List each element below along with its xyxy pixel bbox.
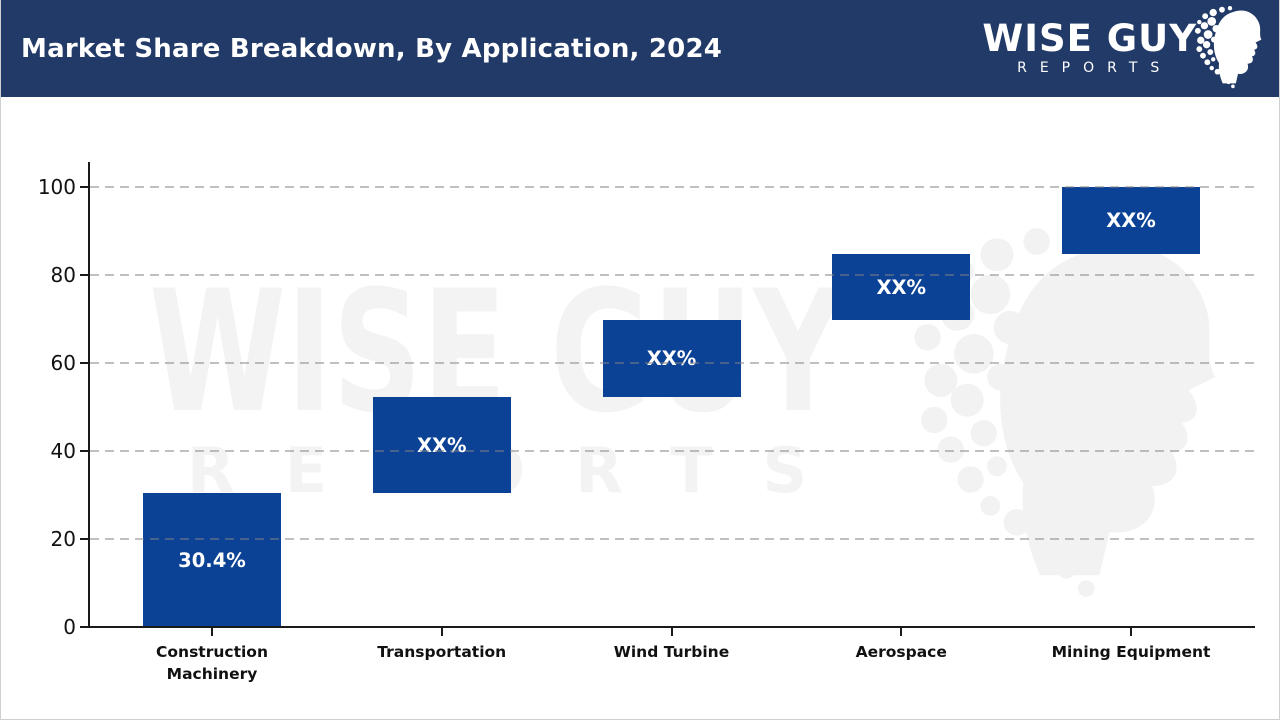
gridline [90,450,1255,452]
x-tick [900,628,903,636]
y-tick-label: 20 [50,527,76,551]
bar-value-label: 30.4% [178,548,246,572]
y-tick [80,450,88,452]
x-tick-label: Wind Turbine [613,643,730,661]
gridline [90,274,1255,276]
bar-value-label: XX% [416,433,467,457]
bar [372,396,511,494]
x-tick [1130,628,1132,636]
bar [602,320,741,397]
y-tick-label: 0 [63,615,76,639]
gridline [90,362,1255,364]
y-tick [80,362,88,364]
x-tick-label: Transportation [377,643,507,661]
gridline [90,186,1255,188]
bar [1062,187,1200,254]
gridline [90,538,1255,540]
header-bar: Market Share Breakdown, By Application, … [1,0,1279,97]
logo-head-icon [1194,6,1262,89]
logo-subtitle: REPORTS [1017,60,1173,77]
x-tick [211,628,213,636]
brand-logo: WISE GUY REPORTS [982,6,1267,90]
page-title: Market Share Breakdown, By Application, … [21,33,723,64]
y-tick [80,626,88,628]
bar [143,493,281,627]
x-tick [440,628,443,636]
x-axis-spine [88,626,1255,628]
bar-value-label: XX% [876,275,927,299]
y-tick [80,274,88,276]
y-tick-label: 60 [50,351,76,375]
y-tick [80,186,88,188]
logo-title: WISE GUY [982,16,1197,60]
x-tick-label: Mining Equipment [1051,643,1211,661]
y-tick-label: 100 [37,175,76,199]
y-axis-spine [88,162,90,628]
bar [832,253,971,321]
y-tick-label: 80 [50,263,76,287]
y-tick [80,538,88,540]
x-tick-label: Aerospace [855,643,947,661]
bar-value-label: XX% [646,347,697,371]
y-tick-label: 40 [50,439,76,463]
bar-value-label: XX% [1106,208,1156,232]
x-tick-label: Construction Machinery [156,643,268,683]
x-tick [670,628,673,636]
